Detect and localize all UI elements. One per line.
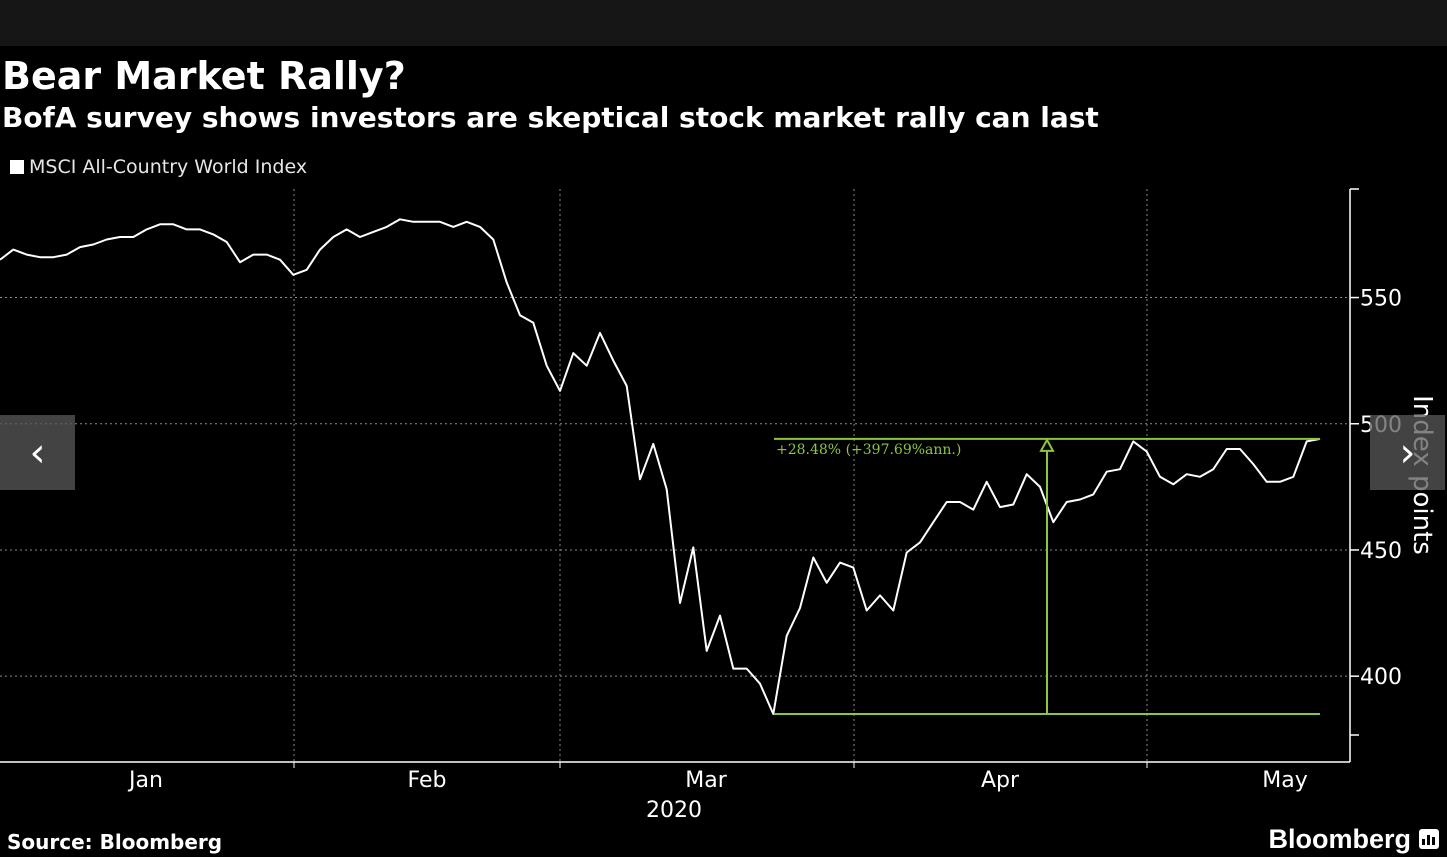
x-tick-label: Apr [981,768,1020,793]
x-tick-label: May [1262,768,1307,793]
x-tick-label: Mar [685,768,727,793]
carousel-prev-button[interactable]: ‹ [0,415,75,490]
source-note: Source: Bloomberg [7,830,223,854]
annotation-arrow-head [1039,437,1055,452]
brand-name: Bloomberg [1268,824,1411,854]
carousel-next-button[interactable]: › [1370,415,1445,490]
legend-swatch [10,160,24,174]
y-tick-label: 450 [1360,539,1402,564]
legend-label: MSCI All-Country World Index [29,156,308,178]
chart-title: Bear Market Rally? [2,54,406,98]
brand-logo: Bloomberg [1268,823,1439,855]
y-tick-label: 400 [1360,665,1402,690]
y-tick-label: 550 [1360,287,1402,312]
chevron-right-icon: › [1399,429,1416,476]
x-year-label: 2020 [646,798,702,823]
x-tick-label: Feb [408,768,447,793]
series-line [0,218,1321,715]
chevron-left-icon: ‹ [29,429,46,476]
x-tick-label: Jan [127,768,163,793]
top-bar [0,0,1447,46]
bloomberg-terminal-icon [1419,829,1439,849]
chart-subtitle: BofA survey shows investors are skeptica… [2,101,1099,134]
chart-legend: MSCI All-Country World Index [10,155,307,179]
annotation-label: +28.48% (+397.69%ann.) [776,442,961,458]
